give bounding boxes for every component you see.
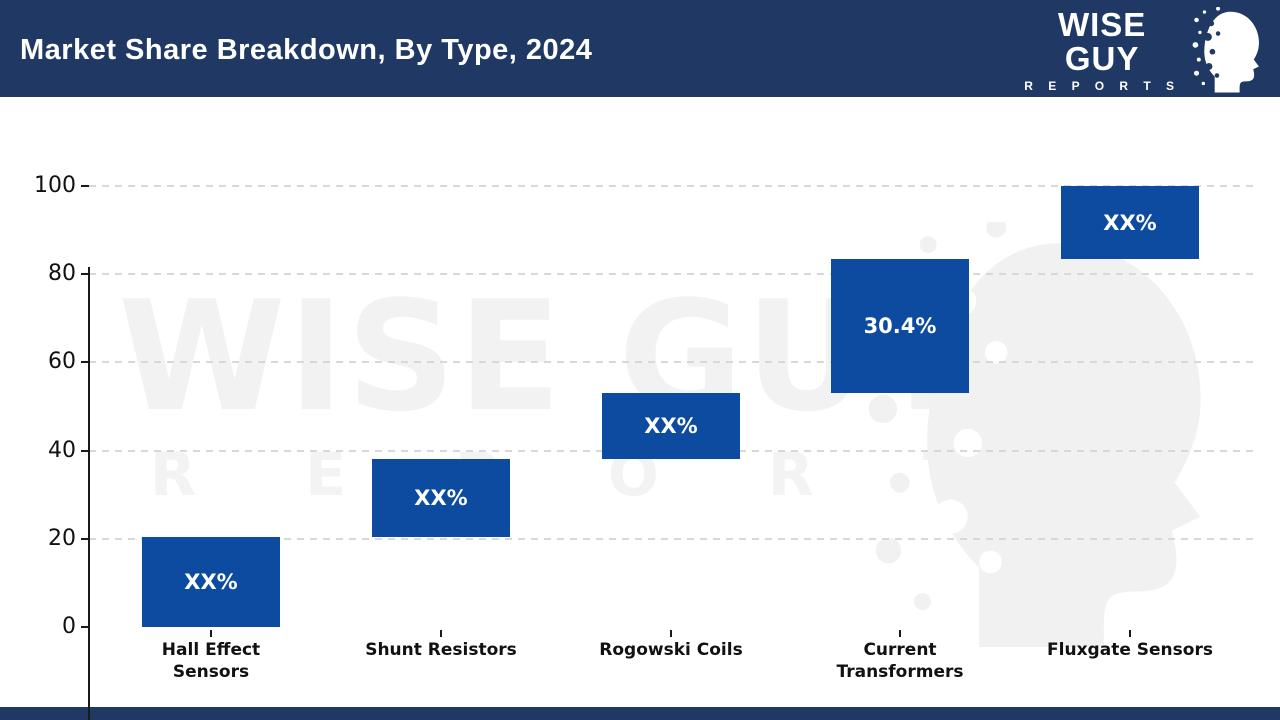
x-category-label-line: Rogowski Coils: [599, 640, 743, 660]
bar-value-label: XX%: [414, 485, 468, 510]
footer-bar: [0, 707, 1280, 720]
brand-logo: WISE GUY R E P O R T S: [1016, 6, 1266, 94]
y-tick: [81, 537, 89, 540]
header-bar: Market Share Breakdown, By Type, 2024 WI…: [0, 0, 1280, 97]
x-category-label-line: Transformers: [836, 662, 964, 682]
bar: XX%: [1061, 186, 1199, 260]
brand-text: WISE GUY R E P O R T S: [1016, 5, 1188, 93]
bar-value-label: XX%: [1103, 210, 1157, 235]
head-profile-icon: [1192, 7, 1260, 93]
x-tick: [899, 630, 901, 637]
bar: XX%: [372, 458, 510, 538]
chart-area: [0, 97, 1280, 720]
page-title: Market Share Breakdown, By Type, 2024: [20, 34, 593, 66]
gridline: [89, 273, 1256, 276]
y-tick-label: 80: [48, 261, 76, 287]
bar-value-label: XX%: [184, 570, 238, 594]
brand-subtitle: R E P O R T S: [1024, 78, 1181, 93]
x-category-label: Current Transformers: [785, 639, 1015, 683]
y-tick-label: 100: [34, 173, 76, 198]
x-category-label: Hall Effect Sensors: [96, 639, 326, 683]
x-tick: [210, 630, 212, 637]
y-tick: [81, 449, 89, 452]
x-category-label: Shunt Resistors: [326, 639, 556, 661]
x-tick: [440, 630, 442, 637]
brand-name: WISE GUY: [1057, 5, 1147, 77]
bar: 30.4%: [831, 259, 969, 394]
x-tick: [670, 630, 672, 637]
x-category-label-line: Sensors: [172, 662, 250, 682]
y-tick: [81, 361, 89, 364]
y-tick: [81, 626, 89, 628]
y-tick: [81, 273, 89, 276]
y-tick: [81, 185, 89, 187]
x-category-label: Rogowski Coils: [556, 639, 786, 661]
y-tick-label: 20: [48, 525, 76, 551]
gridline: [89, 537, 1256, 540]
gridline: [89, 185, 1256, 187]
bar: XX%: [142, 537, 280, 627]
x-category-label-line: Fluxgate Sensors: [1047, 640, 1213, 660]
gridline: [89, 361, 1256, 364]
y-tick-label: 40: [48, 437, 76, 463]
bar: XX%: [602, 393, 740, 459]
x-category-label-line: Hall Effect: [161, 640, 261, 660]
x-category-label-line: Shunt Resistors: [365, 640, 517, 660]
x-category-label-line: Current: [863, 640, 937, 660]
bar-value-label: 30.4%: [863, 314, 937, 339]
y-tick-label: 60: [48, 349, 76, 375]
y-axis-spine: [88, 267, 90, 720]
y-tick-label: 0: [62, 614, 76, 639]
bar-value-label: XX%: [644, 414, 698, 439]
x-tick: [1129, 630, 1131, 637]
x-category-label: Fluxgate Sensors: [1015, 639, 1245, 661]
